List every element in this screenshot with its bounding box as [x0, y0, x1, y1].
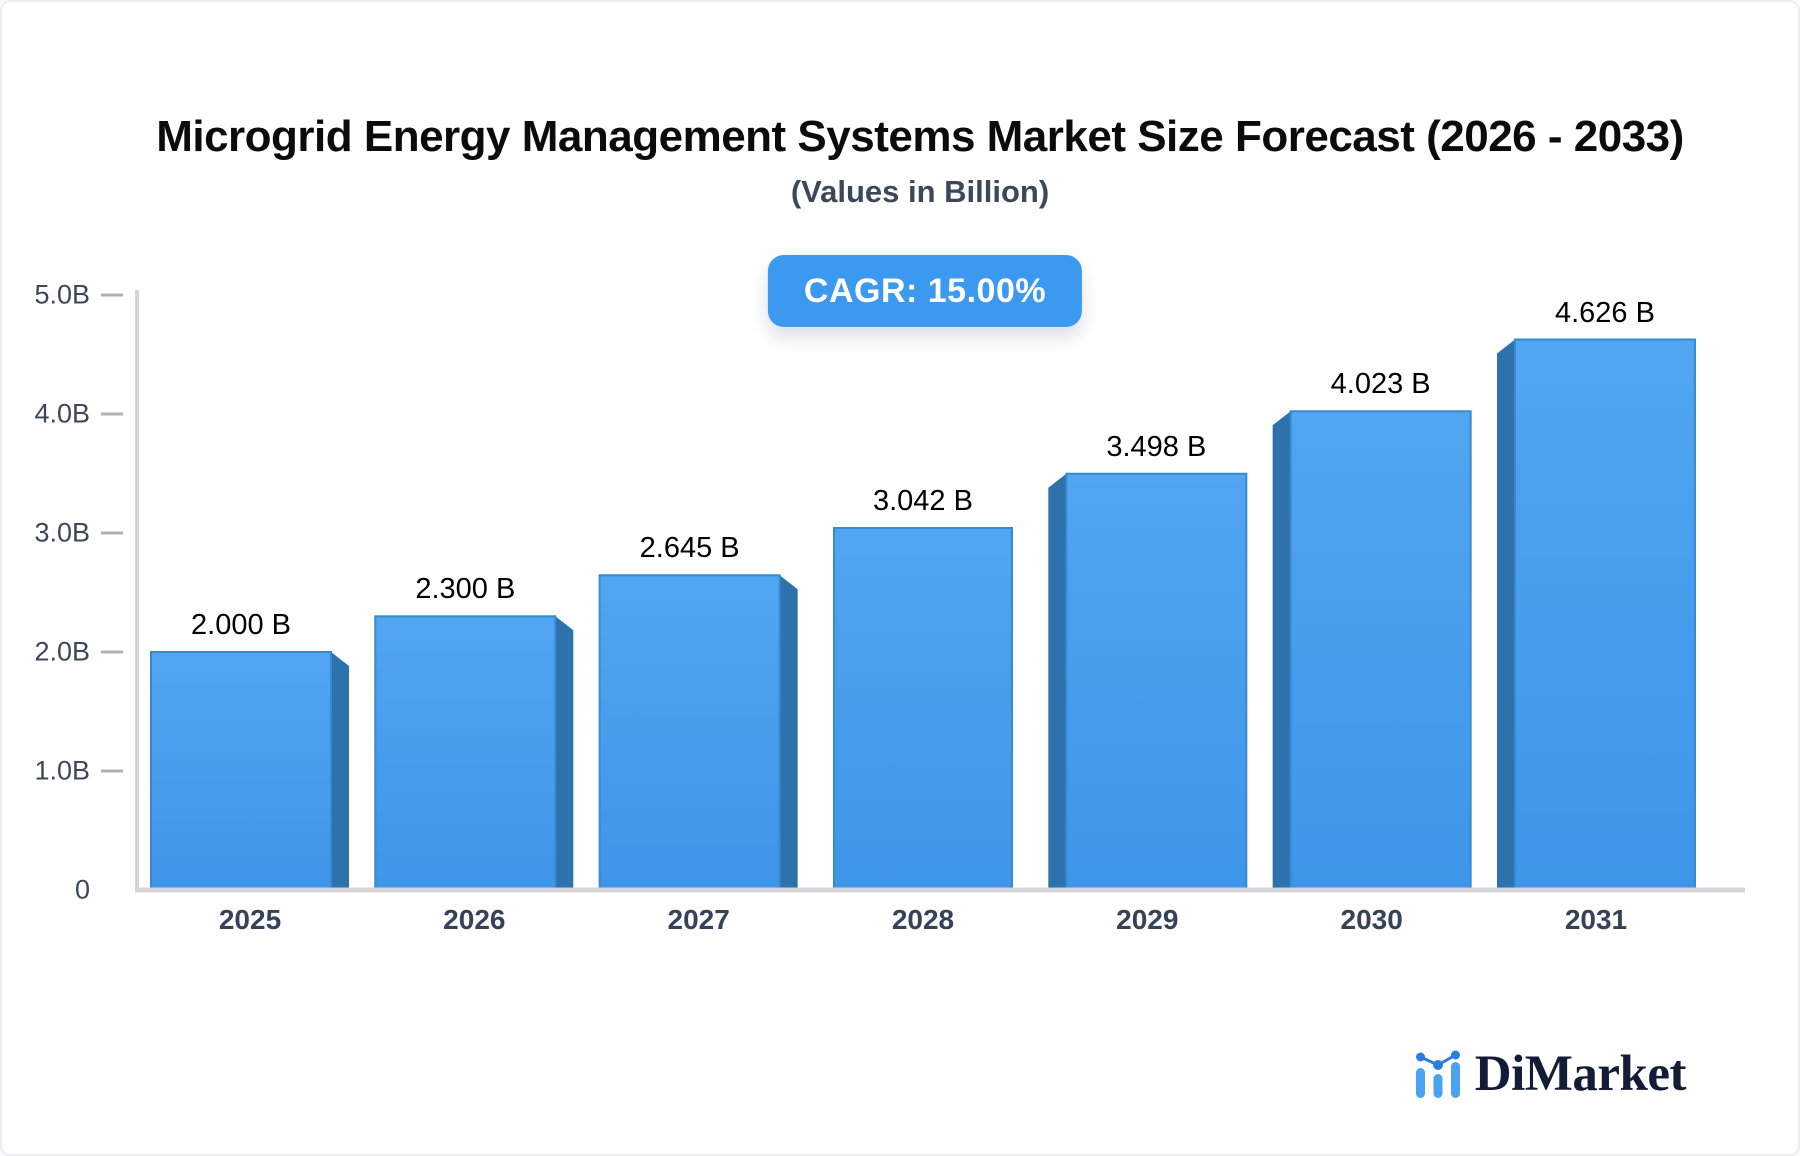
bar-2031	[1513, 338, 1696, 892]
y-axis-tick-label: 1.0B	[34, 755, 90, 786]
bar-value-label: 2.300 B	[415, 573, 516, 606]
bar-value-label: 2.000 B	[191, 609, 291, 641]
bar-value-label: 2.645 B	[639, 532, 740, 565]
y-axis-tick-label: 5.0B	[34, 279, 90, 310]
chart-title: Microgrid Energy Management Systems Mark…	[156, 112, 1684, 161]
cagr-badge: CAGR: 15.00%	[767, 255, 1083, 327]
bar-2027	[598, 574, 781, 891]
y-axis-tick-label: 0	[74, 874, 90, 905]
bar-side-face	[1048, 473, 1067, 890]
bar-2028	[832, 527, 1013, 891]
bar-side-face	[779, 575, 798, 890]
bar-value-label: 3.042 B	[872, 485, 973, 517]
x-axis-tick-label: 2030	[1340, 904, 1403, 935]
bar-2029	[1065, 472, 1248, 891]
bar-chart-trend-icon	[1415, 1050, 1460, 1098]
x-axis-tick-label: 2031	[1564, 904, 1628, 935]
bar-side-face	[1272, 411, 1291, 890]
bar-value-label: 3.498 B	[1106, 430, 1207, 463]
x-axis-tick-label: 2029	[1116, 904, 1179, 935]
y-axis-tick-label: 4.0B	[34, 398, 90, 429]
chart-subtitle: (Values in Billion)	[790, 174, 1050, 209]
y-axis-tick-label: 2.0B	[34, 636, 90, 667]
y-axis-tick-label: 3.0B	[34, 517, 90, 548]
bar-2030	[1289, 410, 1472, 891]
bar-value-label: 4.626 B	[1554, 296, 1655, 329]
bar-2026	[374, 615, 557, 891]
x-axis-tick-label: 2025	[218, 904, 282, 935]
brand-logo-text: DiMarket	[1474, 1046, 1687, 1102]
bar-2025	[150, 651, 332, 891]
brand-logo: DiMarket	[1414, 1044, 1687, 1102]
x-axis-tick-label: 2028	[891, 904, 955, 935]
x-axis-tick-label: 2027	[667, 904, 730, 935]
bar-side-face	[1496, 339, 1515, 891]
bar-value-label: 4.023 B	[1330, 368, 1431, 401]
x-axis-tick-label: 2026	[443, 904, 506, 935]
bar-side-face	[331, 652, 349, 890]
bar-side-face	[555, 616, 574, 890]
